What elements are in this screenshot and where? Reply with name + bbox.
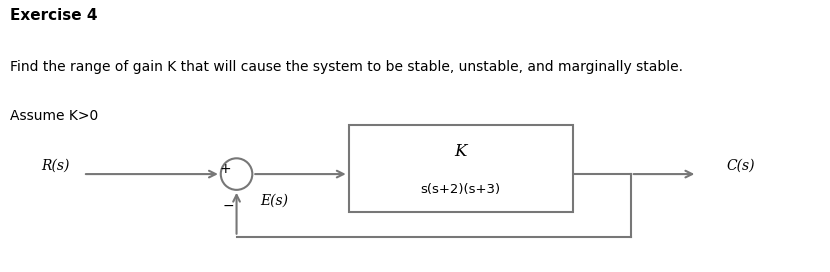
Text: K: K bbox=[455, 143, 466, 160]
Text: E(s): E(s) bbox=[261, 194, 289, 208]
Text: R(s): R(s) bbox=[42, 159, 70, 173]
Text: Assume K>0: Assume K>0 bbox=[10, 109, 98, 123]
FancyBboxPatch shape bbox=[349, 125, 573, 212]
Text: C(s): C(s) bbox=[726, 159, 754, 173]
Text: −: − bbox=[222, 199, 234, 213]
Text: Exercise 4: Exercise 4 bbox=[10, 8, 97, 23]
Text: +: + bbox=[219, 162, 231, 175]
Text: s(s+2)(s+3): s(s+2)(s+3) bbox=[421, 183, 500, 196]
Text: Find the range of gain K that will cause the system to be stable, unstable, and : Find the range of gain K that will cause… bbox=[10, 60, 683, 74]
